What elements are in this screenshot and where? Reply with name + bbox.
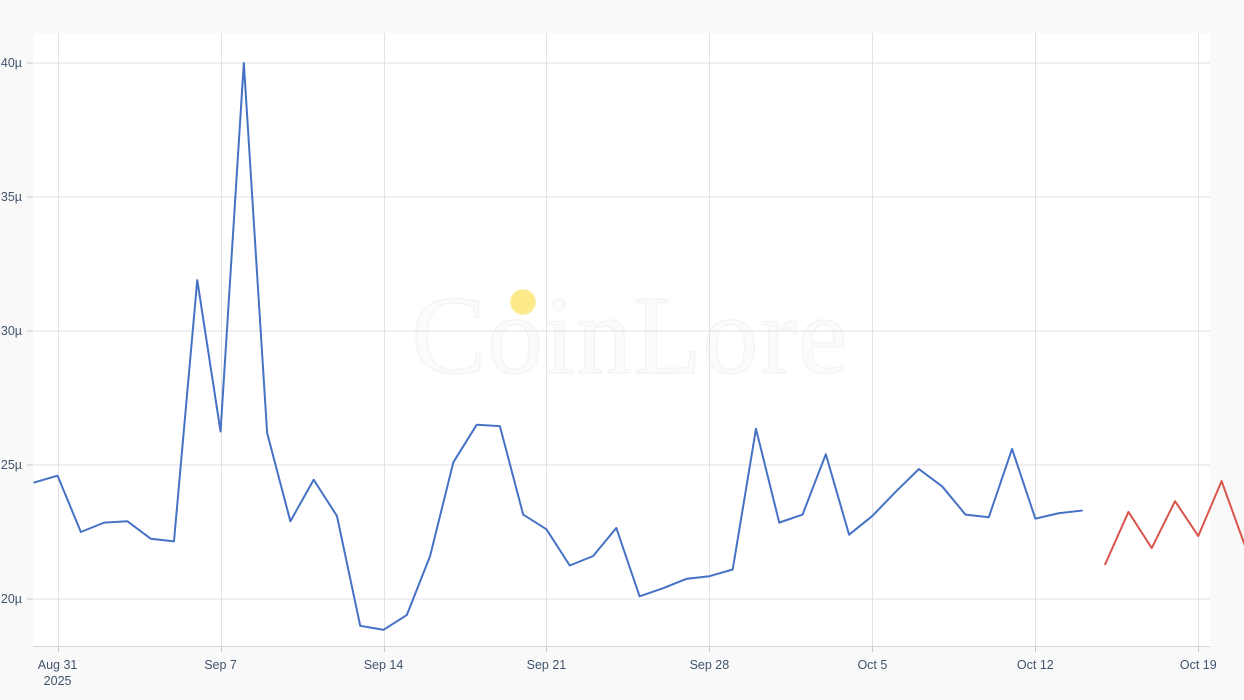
x-axis-label-text: Aug 31	[37, 658, 78, 672]
x-axis-label-text: Sep 14	[363, 658, 404, 672]
y-axis-label: 35µ	[0, 190, 22, 204]
x-axis-label: Aug 31 2025	[38, 658, 78, 688]
series-line-forecast[interactable]	[1104, 464, 1244, 575]
y-axis-label: 30µ	[0, 324, 22, 338]
y-axis-label: 25µ	[0, 458, 22, 472]
series-lines	[33, 62, 1244, 631]
x-axis-label-text: Oct 12	[1016, 658, 1054, 672]
x-axis-label: Sep 14	[364, 658, 404, 672]
x-axis-label: Oct 19	[1180, 658, 1217, 672]
x-axis-year-label: 2025	[43, 674, 72, 688]
x-axis-label: Oct 5	[857, 658, 887, 672]
axis-ticks	[27, 62, 1199, 652]
series-line-historical[interactable]	[33, 62, 1083, 631]
x-axis-label-text: Oct 5	[857, 658, 888, 672]
x-axis-label: Sep 7	[204, 658, 237, 672]
x-axis-label-text: Sep 7	[204, 658, 237, 672]
gridlines	[33, 33, 1210, 646]
x-axis-label: Oct 12	[1017, 658, 1054, 672]
x-axis-label: Sep 28	[690, 658, 730, 672]
x-axis-label-text: Sep 28	[689, 658, 730, 672]
y-axis-label: 40µ	[0, 56, 22, 70]
x-axis-label-text: Oct 19	[1179, 658, 1217, 672]
x-axis-label: Sep 21	[527, 658, 567, 672]
x-axis-label-text: Sep 21	[526, 658, 567, 672]
y-axis-label: 20µ	[0, 592, 22, 606]
